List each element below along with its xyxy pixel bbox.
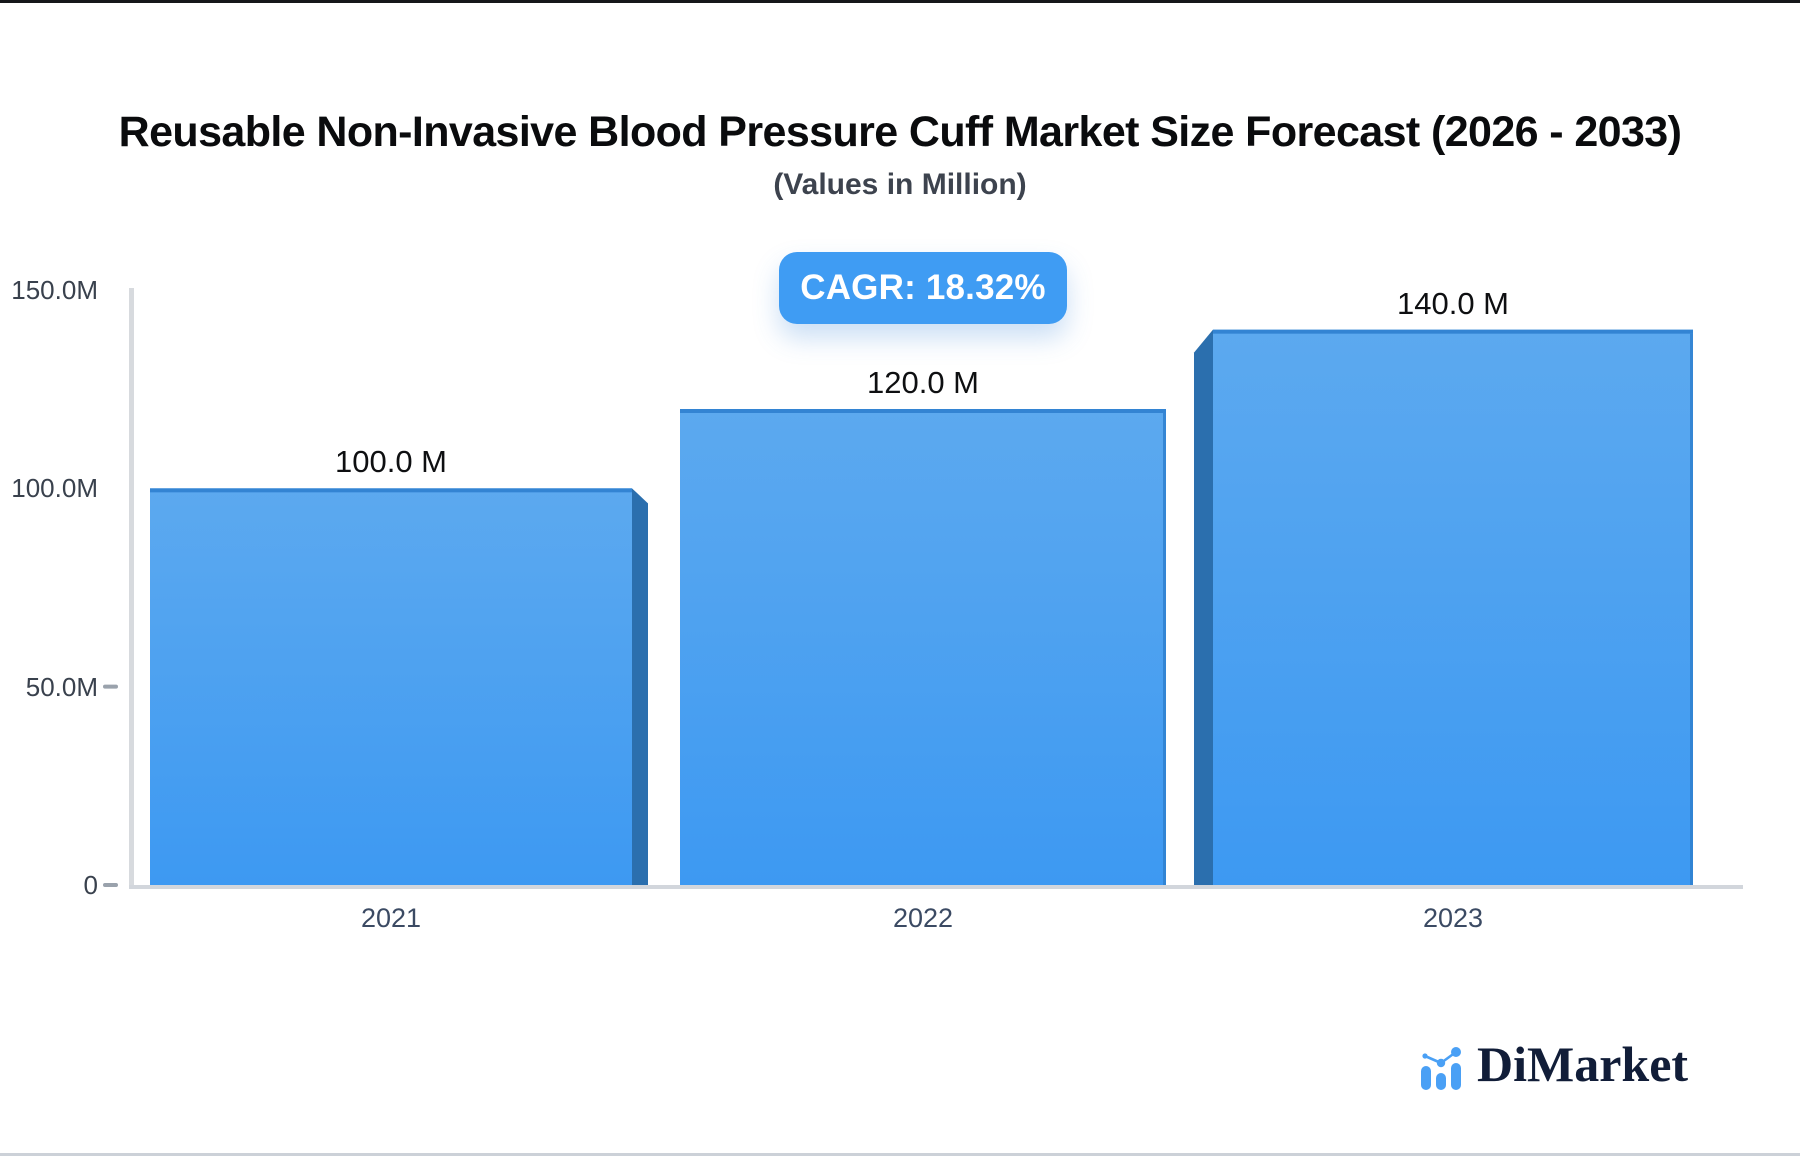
- bar-2023: [1213, 329, 1693, 886]
- y-tick-label: 0: [83, 870, 98, 900]
- y-tick-label: 150.0M: [11, 275, 98, 305]
- cagr-badge-label: CAGR: 18.32%: [800, 268, 1046, 307]
- mini-bar-chart-icon: [1421, 1047, 1461, 1090]
- x-tick-label: 2023: [1422, 903, 1484, 933]
- chart-title: Reusable Non-Invasive Blood Pressure Cuf…: [118, 108, 1682, 156]
- logo-text: DiMarket: [1477, 1036, 1689, 1092]
- bar-2021: [150, 488, 632, 885]
- bar-top-edge: [1213, 329, 1693, 334]
- x-tick-label: 2021: [360, 903, 422, 933]
- bar-right-edge: [1163, 413, 1166, 885]
- bar-right-edge: [1690, 333, 1693, 886]
- bar-value-label: 100.0 M: [334, 444, 447, 480]
- dimarket-logo: DiMarket: [1419, 1038, 1688, 1090]
- y-tick-dash: [103, 684, 118, 689]
- top-border: [0, 0, 1800, 3]
- y-tick-label: 100.0M: [11, 473, 98, 504]
- x-axis-line: [129, 885, 1743, 889]
- bar-top-edge: [680, 409, 1166, 413]
- y-tick-label: 50.0M: [25, 671, 98, 702]
- bar-value-label: 120.0 M: [866, 365, 979, 400]
- cagr-badge: CAGR: 18.32%: [779, 252, 1067, 324]
- bar-3d-side: [632, 488, 648, 885]
- bar-top-edge: [150, 488, 632, 493]
- bar-2022: [680, 409, 1166, 885]
- chart-subtitle: (Values in Million): [773, 168, 1027, 201]
- bar-3d-side: [1194, 329, 1213, 886]
- x-tick-label: 2022: [892, 903, 954, 933]
- bottom-border: [0, 1153, 1800, 1156]
- y-axis-line: [129, 288, 134, 889]
- y-tick-dash: [103, 883, 118, 887]
- bar-value-label: 140.0 M: [1396, 285, 1509, 321]
